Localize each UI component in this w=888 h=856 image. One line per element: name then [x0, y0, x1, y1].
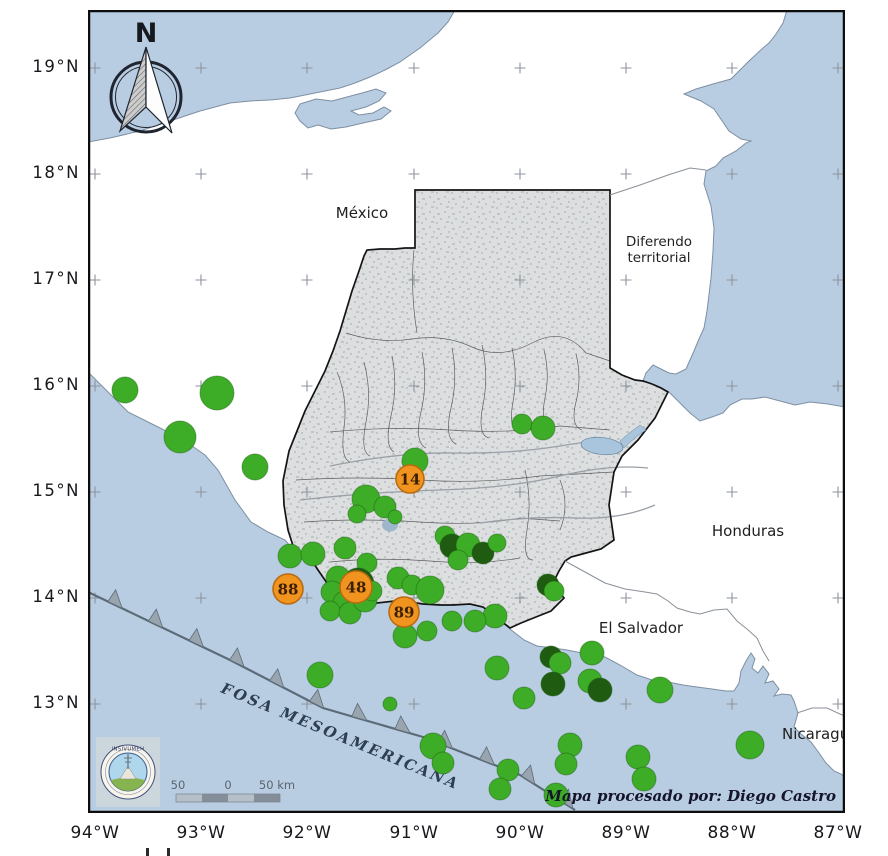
epicenter-green	[511, 413, 533, 435]
north-arrow: N	[109, 18, 183, 134]
north-label: N	[135, 18, 158, 49]
epicenter-green	[463, 609, 487, 633]
country-label-el-salvador: El Salvador	[599, 619, 684, 637]
epicenter-green	[415, 575, 445, 605]
country-label-mexico: México	[336, 204, 388, 222]
epicenter-green	[163, 420, 197, 454]
cropped-legend-stub	[167, 848, 170, 856]
map-credit: Mapa procesado por: Diego Castro	[544, 787, 836, 805]
epicenter-labeled: 89	[388, 596, 420, 628]
trench-tooth	[269, 668, 285, 689]
epicenter-green	[300, 541, 326, 567]
epicenter-green	[319, 600, 341, 622]
epicenter-green	[512, 686, 536, 710]
lat-tick-label: 17°N	[32, 269, 80, 288]
scale-bar: 50 0 50 km	[171, 778, 295, 803]
epicenter-green	[484, 655, 510, 681]
laguna-de-terminos	[294, 88, 392, 130]
country-label-nicaragua: Nicaragua	[782, 725, 845, 743]
trench-tooth	[229, 647, 245, 668]
lon-tick-label: 90°W	[495, 823, 545, 843]
epicenter-green	[496, 758, 520, 782]
trench-tooth	[308, 688, 325, 710]
country-label-diferendo-territorial: Diferendo territorial	[626, 234, 692, 266]
epicenter-green	[631, 766, 657, 792]
epicenter-count: 88	[278, 581, 299, 599]
scale-left-label: 50	[171, 778, 186, 792]
epicenter-green	[735, 730, 765, 760]
epicenter-green	[387, 509, 403, 525]
epicenter-green	[277, 543, 303, 569]
lat-tick-label: 13°N	[32, 693, 80, 712]
epicenter-green	[543, 782, 569, 808]
epicenter-green	[306, 661, 334, 689]
epicenter-count: 48	[346, 579, 367, 597]
epicenter-labeled: 14	[395, 464, 425, 494]
epicenter-green	[530, 415, 556, 441]
epicenter-green	[579, 640, 605, 666]
lat-tick-label: 19°N	[32, 57, 80, 76]
trench-tooth	[479, 745, 496, 766]
epicenter-labeled: 48	[339, 570, 373, 604]
trench-tooth	[520, 764, 536, 786]
lat-tick-label: 16°N	[32, 375, 80, 394]
scale-right-label: 50 km	[259, 778, 295, 792]
lon-tick-label: 89°W	[601, 823, 651, 843]
trench-tooth	[107, 588, 123, 610]
epicenter-count: 14	[400, 471, 421, 489]
cropped-legend-stub	[146, 848, 149, 856]
epicenter-labeled: 88	[272, 573, 304, 605]
lon-tick-label: 94°W	[70, 823, 120, 843]
lon-tick-label: 91°W	[389, 823, 439, 843]
logo-title: INSIVUMEH	[112, 747, 145, 753]
epicenter-green	[111, 376, 139, 404]
caribbean-sea	[642, 10, 845, 422]
lat-tick-label: 18°N	[32, 163, 80, 182]
epicenter-green	[482, 603, 508, 629]
epicenter-green	[587, 677, 613, 703]
labeled-epicenters: 14 88 48 89	[272, 464, 425, 628]
epicenter-green	[199, 375, 235, 411]
trench-tooth	[351, 702, 368, 722]
trench-tooth	[394, 715, 412, 734]
neighbor-borders	[564, 167, 845, 717]
epicenter-green	[333, 536, 357, 560]
epicenter-green	[554, 752, 578, 776]
epicenter-green	[431, 751, 455, 775]
epicenter-green	[548, 651, 572, 675]
lon-tick-label: 93°W	[176, 823, 226, 843]
earthquake-epicenters	[111, 375, 765, 808]
lake-izabal	[580, 436, 624, 456]
trench-tooth	[188, 627, 205, 649]
epicenter-count: 89	[394, 604, 415, 622]
lat-tick-label: 15°N	[32, 481, 80, 500]
epicenter-green	[543, 580, 565, 602]
country-label-honduras: Honduras	[712, 522, 784, 540]
lat-tick-label: 14°N	[32, 587, 80, 606]
epicenter-green	[646, 676, 674, 704]
epicenter-green	[625, 744, 651, 770]
insivumeh-logo: INSIVUMEH	[96, 737, 160, 807]
epicenter-green	[241, 453, 269, 481]
epicenter-green	[441, 610, 463, 632]
graticule-crosses	[89, 62, 844, 710]
lon-tick-label: 92°W	[282, 823, 332, 843]
epicenter-green	[416, 620, 438, 642]
epicenter-green	[488, 777, 512, 801]
epicenter-green	[447, 549, 469, 571]
map-frame-border	[88, 10, 845, 813]
scale-zero-label: 0	[224, 778, 231, 792]
epicenter-green	[487, 533, 507, 553]
lon-tick-label: 88°W	[707, 823, 757, 843]
map-canvas: FOSA MESOAMERICANA 14 88 48 89 México Difere…	[88, 10, 845, 813]
epicenter-green	[540, 671, 566, 697]
epicenter-green	[471, 541, 495, 565]
trench-tooth	[147, 608, 164, 629]
lon-tick-label: 87°W	[813, 823, 863, 843]
rio-dulce	[619, 424, 647, 449]
guatemala-territory	[282, 189, 670, 629]
epicenter-green	[382, 696, 398, 712]
epicenter-green	[347, 504, 367, 524]
